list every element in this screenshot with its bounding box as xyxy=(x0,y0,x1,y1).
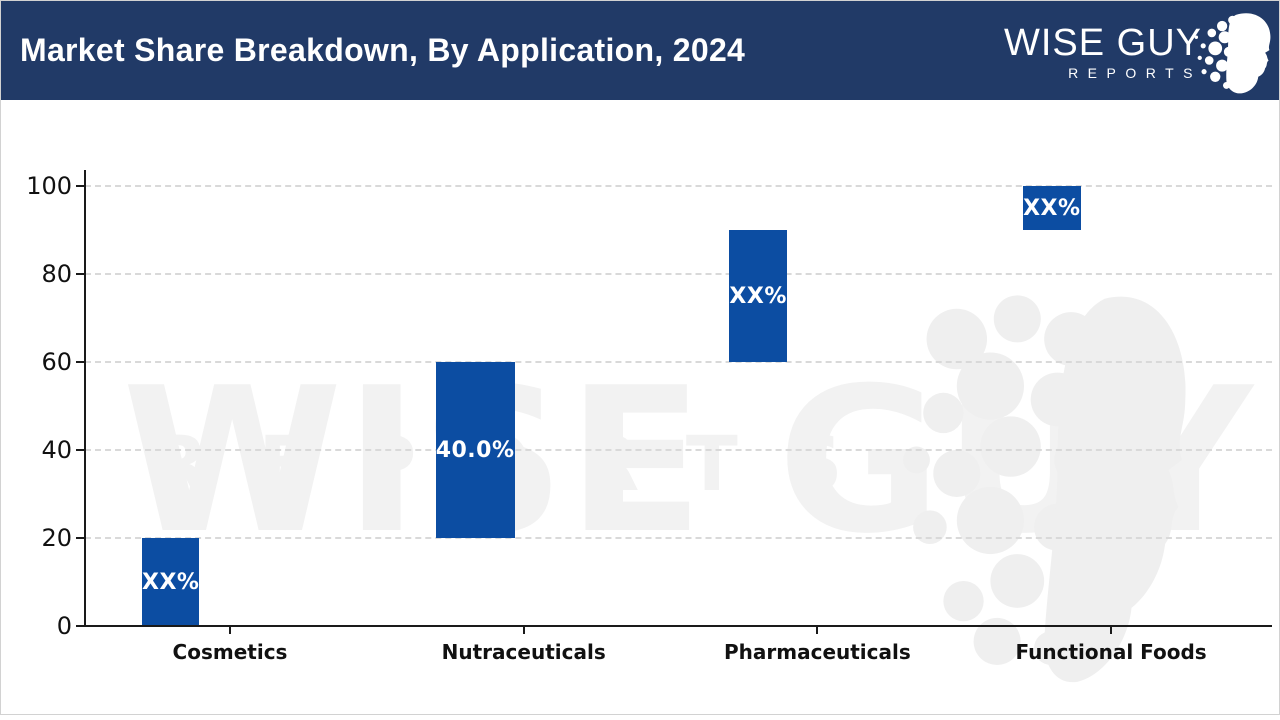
x-tick-mark xyxy=(816,627,819,634)
brand-subname: REPORTS xyxy=(1068,65,1202,81)
y-tick-mark xyxy=(76,537,85,539)
gridline-80 xyxy=(85,273,1272,275)
x-axis-line xyxy=(85,625,1272,627)
gridline-60 xyxy=(85,361,1272,363)
y-tick-label: 60 xyxy=(41,348,72,376)
brand-logo: WISE GUY REPORTS xyxy=(1004,8,1271,94)
bar-functional-foods: XX% xyxy=(1023,186,1081,230)
y-tick-mark xyxy=(76,273,85,275)
watermark-dotted-head-icon xyxy=(903,295,1186,683)
header: Market Share Breakdown, By Application, … xyxy=(0,0,1280,100)
bar-cosmetics: XX% xyxy=(142,538,200,626)
y-tick-label: 40 xyxy=(41,436,72,464)
gridline-20 xyxy=(85,537,1272,539)
gridline-100 xyxy=(85,185,1272,187)
bar-value-label: 40.0% xyxy=(435,437,515,463)
y-axis-line xyxy=(84,170,86,627)
brand-name: WISE GUY xyxy=(1003,22,1202,64)
y-tick-mark xyxy=(76,185,85,187)
y-tick-label: 0 xyxy=(56,612,72,640)
x-tick-mark xyxy=(229,627,231,634)
y-tick-label: 20 xyxy=(41,524,72,552)
bar-value-label: XX% xyxy=(1023,195,1081,221)
y-tick-mark xyxy=(76,625,85,627)
bar-value-label: XX% xyxy=(142,569,200,595)
brand-logo-text: WISE GUY REPORTS xyxy=(1004,24,1202,81)
gridline-40 xyxy=(85,449,1272,451)
x-category-label: Functional Foods xyxy=(1015,640,1207,664)
x-category-label: Pharmaceuticals xyxy=(724,640,911,664)
y-tick-mark xyxy=(76,449,85,451)
bar-value-label: XX% xyxy=(729,283,787,309)
y-tick-label: 80 xyxy=(41,260,72,288)
x-tick-mark xyxy=(1110,627,1113,634)
bar-nutraceuticals: 40.0% xyxy=(435,362,515,538)
x-category-label: Nutraceuticals xyxy=(441,640,606,664)
x-category-label: Cosmetics xyxy=(172,640,288,664)
page-title: Market Share Breakdown, By Application, … xyxy=(20,31,746,68)
background-watermark: WISE GUY REPORTS xyxy=(0,100,1280,714)
y-tick-label: 100 xyxy=(26,172,72,200)
dotted-head-icon xyxy=(1194,13,1271,94)
bar-pharmaceuticals: XX% xyxy=(729,230,787,362)
y-tick-mark xyxy=(76,361,85,363)
x-tick-mark xyxy=(522,627,525,634)
